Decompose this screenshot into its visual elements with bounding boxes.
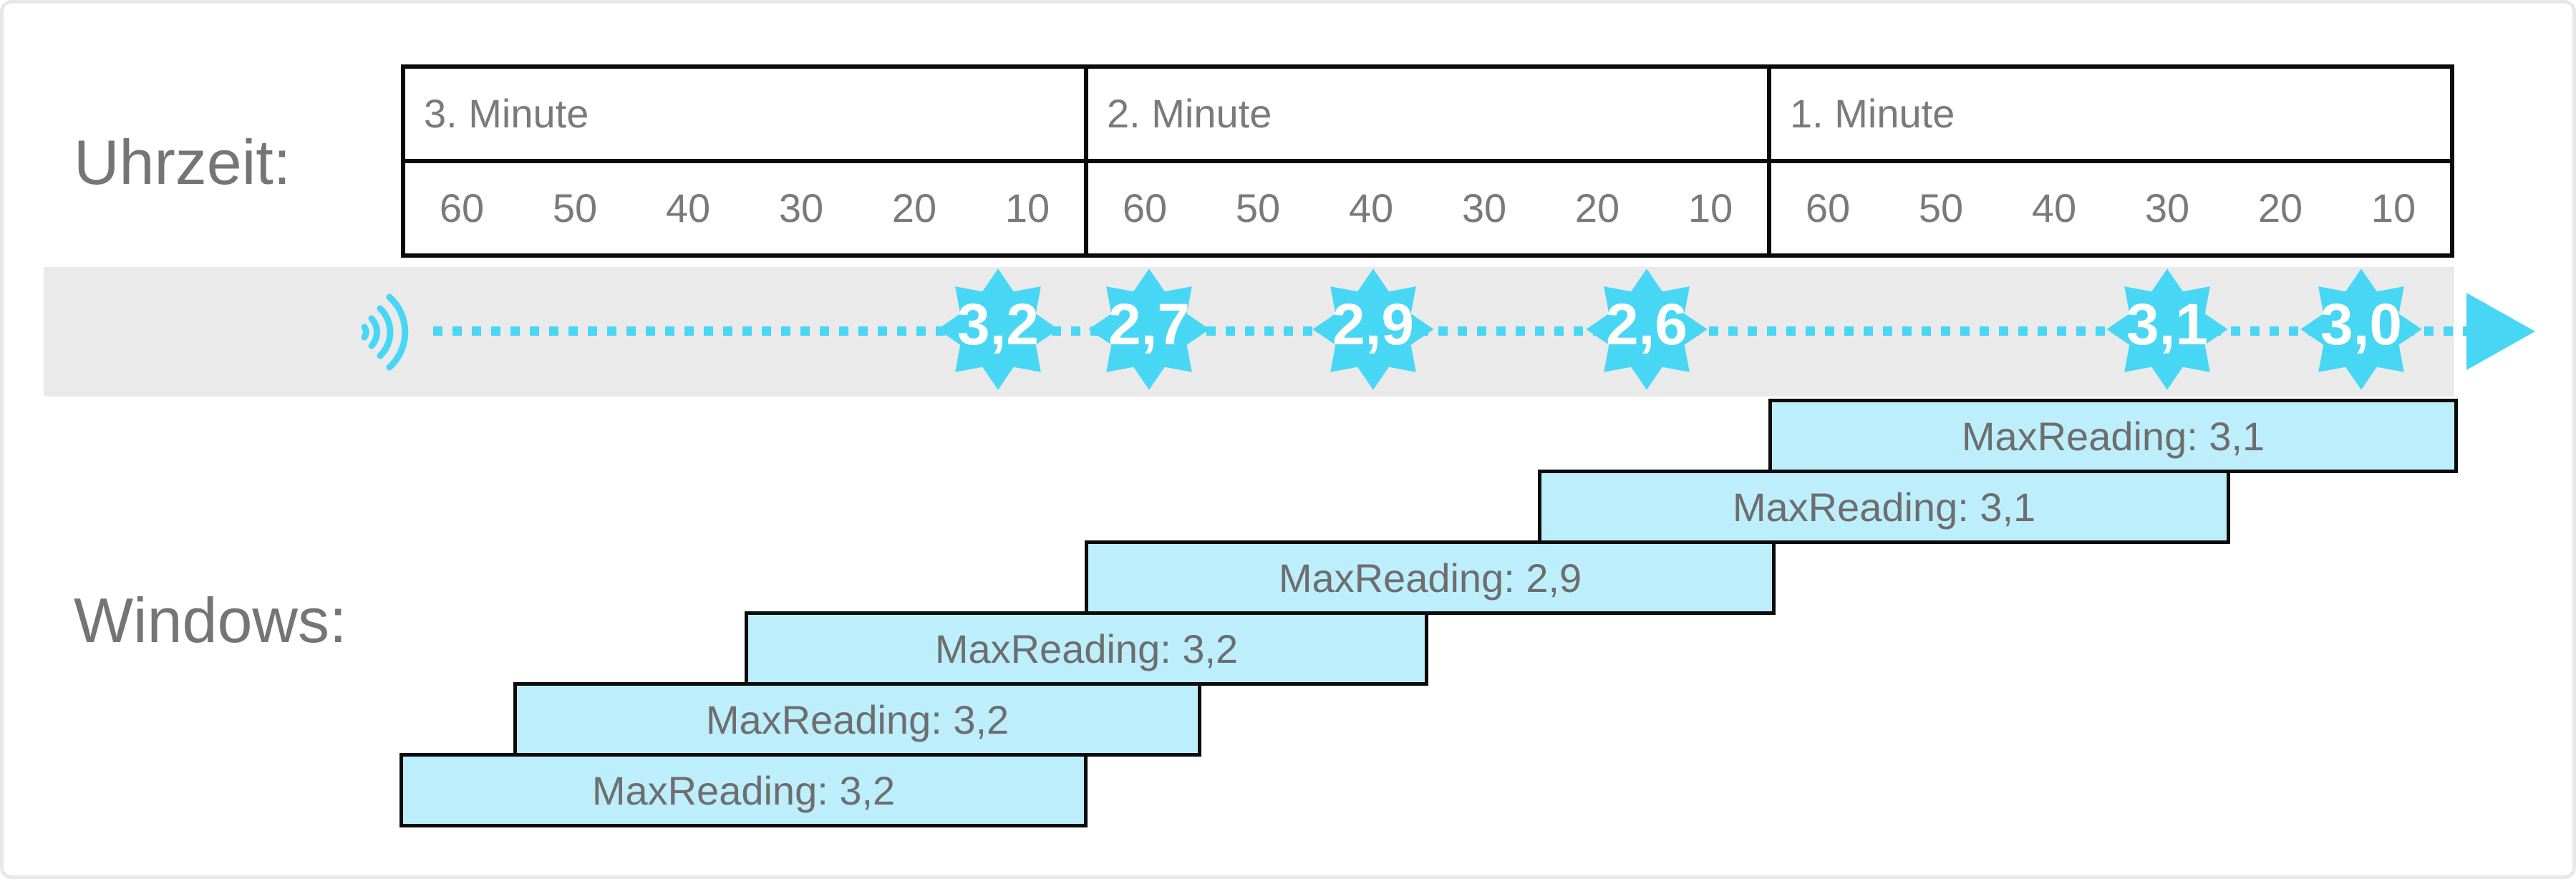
segment-3-ticks: 60 50 40 30 20 10 (405, 163, 1084, 253)
window-bar: MaxReading: 2,9 (1085, 540, 1776, 615)
tick-label: 20 (1574, 185, 1620, 231)
window-bar: MaxReading: 3,1 (1538, 470, 2230, 544)
timeline-segment-1: 1. Minute 60 50 40 30 20 10 (1767, 69, 2450, 253)
event-badge: 2,7 (1083, 263, 1215, 395)
tick-label: 60 (1122, 185, 1168, 231)
window-bar: MaxReading: 3,2 (400, 753, 1088, 827)
event-value: 2,7 (1108, 292, 1190, 357)
event-value: 3,2 (957, 292, 1039, 357)
segment-1-ticks: 60 50 40 30 20 10 (1771, 163, 2450, 253)
event-stream-arrowhead-icon (2466, 293, 2535, 370)
event-value: 3,0 (2320, 292, 2402, 357)
segment-2-ticks: 60 50 40 30 20 10 (1088, 163, 1767, 253)
window-bar: MaxReading: 3,2 (513, 682, 1201, 757)
sound-waves-icon (361, 293, 409, 371)
tick-label: 20 (891, 185, 937, 231)
tick-label: 30 (2144, 185, 2190, 231)
tick-label: 40 (665, 185, 711, 231)
window-bar: MaxReading: 3,1 (1768, 399, 2458, 473)
tick-label: 30 (1461, 185, 1507, 231)
tick-label: 60 (1805, 185, 1851, 231)
tick-label: 20 (2257, 185, 2303, 231)
eight-point-star-icon (2106, 268, 2228, 390)
timeline-segment-3: 3. Minute 60 50 40 30 20 10 (405, 69, 1084, 253)
tick-label: 10 (1688, 185, 1733, 231)
tick-label: 60 (439, 185, 485, 231)
tick-label: 40 (2031, 185, 2077, 231)
windows-label: Windows: (74, 585, 347, 656)
tick-label: 30 (778, 185, 824, 231)
tick-label: 40 (1348, 185, 1394, 231)
uhrzeit-label: Uhrzeit: (74, 127, 291, 198)
timeline-box: 3. Minute 60 50 40 30 20 10 2. Minute 60… (401, 64, 2454, 258)
tick-label: 50 (1918, 185, 1964, 231)
tick-label: 10 (1004, 185, 1050, 231)
event-badge: 2,6 (1581, 263, 1713, 395)
segment-3-header: 3. Minute (405, 69, 1084, 163)
tick-label: 50 (1235, 185, 1281, 231)
tick-label: 10 (2371, 185, 2416, 231)
segment-2-header: 2. Minute (1088, 69, 1767, 163)
event-badge: 3,1 (2101, 263, 2233, 395)
eight-point-star-icon (1088, 268, 1210, 390)
event-value: 2,6 (1606, 292, 1688, 357)
timeline-segment-2: 2. Minute 60 50 40 30 20 10 (1084, 69, 1767, 253)
window-bar: MaxReading: 3,2 (745, 611, 1428, 686)
eight-point-star-icon (1312, 268, 1434, 390)
segment-1-header: 1. Minute (1771, 69, 2450, 163)
event-value: 3,1 (2126, 292, 2208, 357)
tick-label: 50 (552, 185, 598, 231)
eight-point-star-icon (1586, 268, 1708, 390)
event-value: 2,9 (1332, 292, 1414, 357)
event-badge: 3,0 (2295, 263, 2427, 395)
event-badge: 3,2 (932, 263, 1064, 395)
eight-point-star-icon (2300, 268, 2422, 390)
event-badge: 2,9 (1307, 263, 1439, 395)
eight-point-star-icon (937, 268, 1059, 390)
